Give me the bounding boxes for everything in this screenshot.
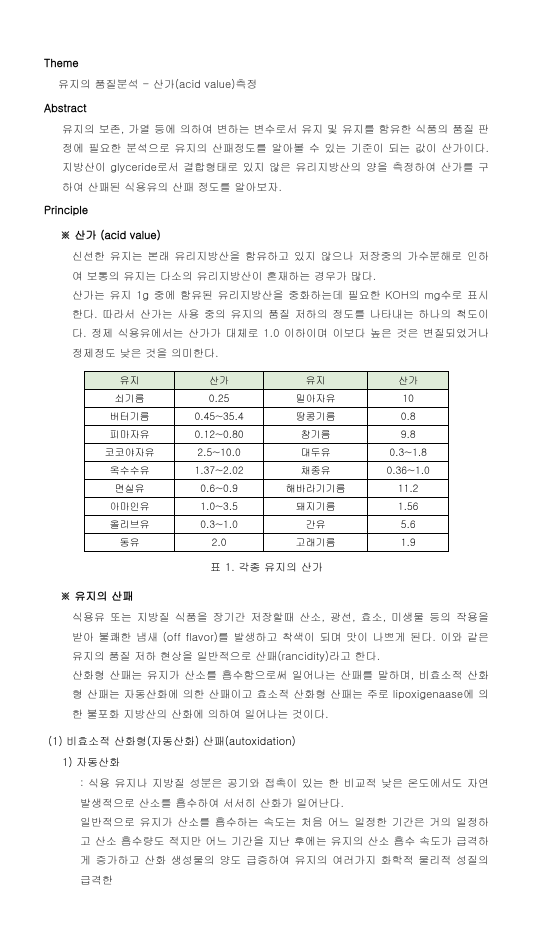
table-cell: 0.25 <box>175 389 264 407</box>
table-cell: 돼지기름 <box>263 497 367 515</box>
rancidity-head: ※ 유지의 산패 <box>60 587 489 606</box>
table-cell: 땅콩기름 <box>263 407 367 425</box>
table-cell: 0.36~1.0 <box>368 461 449 479</box>
table-row: 올리브유0.3~1.0간유5.6 <box>85 515 449 533</box>
table-cell: 2.0 <box>175 533 264 551</box>
table-cell: 대두유 <box>263 443 367 461</box>
autoxidation-head: (1) 비효소적 산화형(자동산화) 산패(autoxidation) <box>48 732 489 751</box>
table-cell: 동유 <box>85 533 175 551</box>
table-row: 동유2.0고래기름1.9 <box>85 533 449 551</box>
table-cell: 1.56 <box>368 497 449 515</box>
table-caption: 표 1. 각종 유지의 산가 <box>44 558 489 577</box>
principle-head: Principle <box>44 201 489 220</box>
rancidity-p1: 식용유 또는 지방질 식품을 장기간 저장할때 산소, 광선, 효소, 미생물 … <box>72 608 489 666</box>
rancidity-p2: 산화형 산패는 유지가 산소를 흡수함으로써 일어나는 산패를 말하며, 비효소… <box>72 666 489 724</box>
table-row: 코코야자유2.5~10.0대두유0.3~1.8 <box>85 443 449 461</box>
table-cell: 아마인유 <box>85 497 175 515</box>
acid-value-p2: 산가는 유지 1g 중에 함유된 유리지방산을 중화하는데 필요한 KOH의 m… <box>72 286 489 363</box>
table-row: 쇠기름0.25밀아자유10 <box>85 389 449 407</box>
table-cell: 0.45~35.4 <box>175 407 264 425</box>
table-cell: 5.6 <box>368 515 449 533</box>
theme-title: 유지의 품질분석 - 산가(acid value)측정 <box>58 75 489 94</box>
table-cell: 채종유 <box>263 461 367 479</box>
table-row: 버터기름0.45~35.4땅콩기름0.8 <box>85 407 449 425</box>
table-cell: 11.2 <box>368 479 449 497</box>
table-row: 피마자유0.12~0.80참기름9.8 <box>85 425 449 443</box>
autoxidation-sub: 1) 자동산화 <box>62 753 489 772</box>
table-cell: 해바라기기름 <box>263 479 367 497</box>
table-cell: 0.8 <box>368 407 449 425</box>
table-cell: 올리브유 <box>85 515 175 533</box>
table-cell: 1.37~2.02 <box>175 461 264 479</box>
table-body: 쇠기름0.25밀아자유10버터기름0.45~35.4땅콩기름0.8피마자유0.1… <box>85 389 449 551</box>
table-cell: 1.9 <box>368 533 449 551</box>
table-cell: 간유 <box>263 515 367 533</box>
autoxidation-p1: : 식용 유지나 지방질 성분은 공기와 접촉이 있는 한 비교적 낮은 온도에… <box>80 774 489 813</box>
table-cell: 코코야자유 <box>85 443 175 461</box>
table-cell: 옥수수유 <box>85 461 175 479</box>
table-cell: 밀아자유 <box>263 389 367 407</box>
table-cell: 고래기름 <box>263 533 367 551</box>
table-cell: 1.0~3.5 <box>175 497 264 515</box>
table-row: 아마인유1.0~3.5돼지기름1.56 <box>85 497 449 515</box>
table-cell: 0.6~0.9 <box>175 479 264 497</box>
table-cell: 9.8 <box>368 425 449 443</box>
table-cell: 0.3~1.0 <box>175 515 264 533</box>
th-av-2: 산가 <box>368 371 449 389</box>
table-cell: 피마자유 <box>85 425 175 443</box>
table-cell: 2.5~10.0 <box>175 443 264 461</box>
table-cell: 0.12~0.80 <box>175 425 264 443</box>
table-cell: 10 <box>368 389 449 407</box>
table-cell: 쇠기름 <box>85 389 175 407</box>
abstract-head: Abstract <box>44 99 489 118</box>
th-av-1: 산가 <box>175 371 264 389</box>
table-cell: 버터기름 <box>85 407 175 425</box>
th-oil-1: 유지 <box>85 371 175 389</box>
table-cell: 0.3~1.8 <box>368 443 449 461</box>
autoxidation-p2: 일반적으로 유지가 산소를 흡수하는 속도는 처음 어느 일정한 기간은 거의 … <box>80 813 489 890</box>
abstract-text: 유지의 보존, 가열 등에 의하여 변하는 변수로서 유지 및 유지를 함유한 … <box>62 120 489 197</box>
table-row: 옥수수유1.37~2.02채종유0.36~1.0 <box>85 461 449 479</box>
theme-head: Theme <box>44 54 489 73</box>
acid-value-table: 유지 산가 유지 산가 쇠기름0.25밀아자유10버터기름0.45~35.4땅콩… <box>84 371 449 552</box>
acid-value-p1: 신선한 유지는 본래 유리지방산을 함유하고 있지 않으나 저장중의 가수분해로… <box>72 247 489 286</box>
acid-value-head: ※ 산가 (acid value) <box>60 226 489 245</box>
th-oil-2: 유지 <box>263 371 367 389</box>
table-row: 면실유0.6~0.9해바라기기름11.2 <box>85 479 449 497</box>
table-cell: 면실유 <box>85 479 175 497</box>
table-cell: 참기름 <box>263 425 367 443</box>
table-header-row: 유지 산가 유지 산가 <box>85 371 449 389</box>
